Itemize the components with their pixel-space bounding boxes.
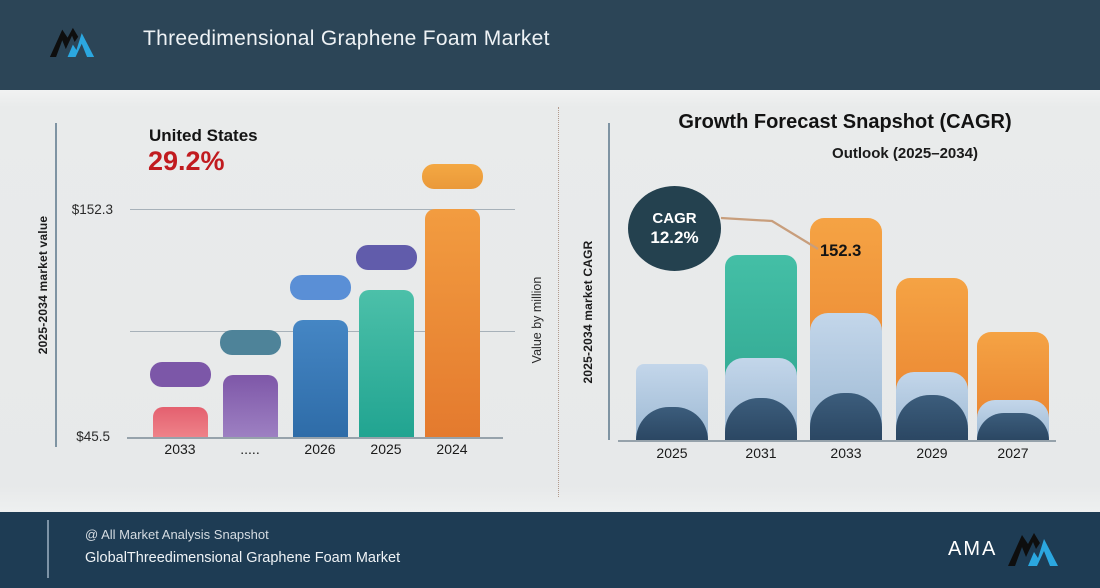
header-bar: Threedimensional Graphene Foam Market xyxy=(0,0,1100,90)
cagr-badge-value: 12.2% xyxy=(650,227,699,247)
left-chart-title: United States xyxy=(149,126,258,145)
right-xtick-2029: 2029 xyxy=(916,445,948,461)
bar-..... xyxy=(222,375,278,437)
left-xtick-2033: 2033 xyxy=(164,441,196,457)
left-xtick-2026: 2026 xyxy=(304,441,336,457)
left-xtick-2024: 2024 xyxy=(436,441,468,457)
left-x-axis xyxy=(127,437,503,439)
left-chart-highlight-value: 29.2% xyxy=(148,146,225,176)
right-x-axis xyxy=(618,440,1056,442)
peak-value-annotation: 152.3 xyxy=(820,242,862,260)
panel-divider xyxy=(558,107,559,497)
right-xtick-2025: 2025 xyxy=(656,445,688,461)
segment-base-2027 xyxy=(977,413,1049,440)
footer-brand-text: AMA xyxy=(948,538,998,560)
cagr-badge-label: CAGR xyxy=(652,209,697,227)
footer-bar: @ All Market Analysis Snapshot GlobalThr… xyxy=(0,512,1100,588)
right-xtick-2027: 2027 xyxy=(997,445,1029,461)
right-chart-subtitle: Outlook (2025–2034) xyxy=(832,145,978,162)
page-title: Threedimensional Graphene Foam Market xyxy=(143,27,550,50)
bar-cap-2024 xyxy=(421,164,483,189)
bar-cap-2033 xyxy=(149,362,211,387)
left-xtick-.....: ..... xyxy=(240,441,260,457)
bar-2026 xyxy=(292,320,348,437)
left-right-axis-label: Value by million xyxy=(530,276,544,364)
right-chart-title: Growth Forecast Snapshot (CAGR) xyxy=(678,111,1012,133)
badge-connector-line xyxy=(720,216,819,250)
ama-logo-icon xyxy=(49,27,95,58)
segment-base-2029 xyxy=(896,395,968,440)
gridline-top xyxy=(130,209,515,210)
bar-cap-2026 xyxy=(289,275,351,300)
bar-cap-..... xyxy=(219,330,281,355)
bar-2033 xyxy=(152,407,208,437)
right-y-axis xyxy=(608,123,610,440)
right-xtick-2031: 2031 xyxy=(745,445,777,461)
right-xtick-2033: 2033 xyxy=(830,445,862,461)
bar-cap-2025 xyxy=(355,245,417,270)
left-xtick-2025: 2025 xyxy=(370,441,402,457)
left-ytick-bottom: $45.5 xyxy=(76,429,110,444)
charts-area: 2025-2034 market value United States 29.… xyxy=(0,90,1100,512)
bar-2024 xyxy=(424,209,480,437)
footer-ama-logo-icon xyxy=(1008,533,1058,566)
segment-base-2033 xyxy=(810,393,882,440)
footer-divider xyxy=(47,520,49,578)
left-y-axis-label: 2025-2034 market value xyxy=(36,215,50,355)
footer-tagline: @ All Market Analysis Snapshot xyxy=(85,527,269,542)
right-y-axis-label: 2025-2034 market CAGR xyxy=(581,240,595,384)
left-y-axis xyxy=(55,123,57,447)
bar-2025 xyxy=(358,290,414,437)
left-ytick-top: $152.3 xyxy=(71,202,113,217)
footer-report-name: GlobalThreedimensional Graphene Foam Mar… xyxy=(85,550,401,566)
cagr-badge: CAGR 12.2% xyxy=(628,186,721,271)
